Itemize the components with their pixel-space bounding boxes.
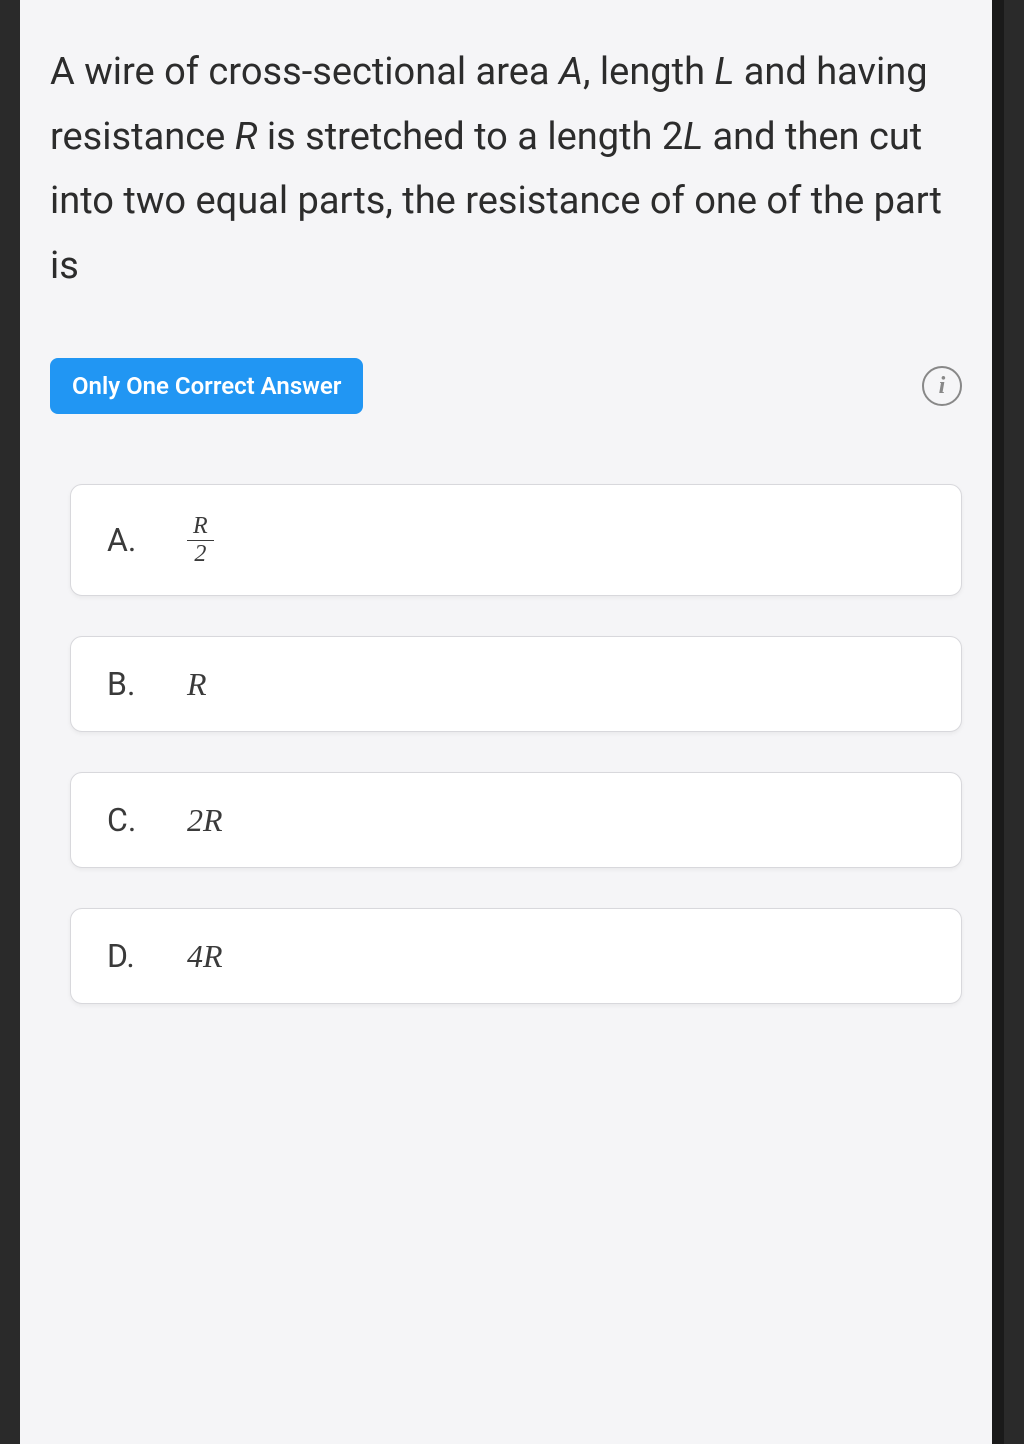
option-d[interactable]: D. 4R bbox=[70, 908, 962, 1004]
option-b[interactable]: B. R bbox=[70, 636, 962, 732]
option-value: R bbox=[187, 666, 207, 703]
option-c[interactable]: C. 2R bbox=[70, 772, 962, 868]
question-text: A wire of cross-sectional area A, length… bbox=[50, 40, 962, 298]
answer-type-badge: Only One Correct Answer bbox=[50, 358, 363, 414]
fraction: R2 bbox=[187, 513, 214, 567]
option-label: A. bbox=[107, 521, 147, 559]
info-icon[interactable]: i bbox=[922, 366, 962, 406]
app-screen: A wire of cross-sectional area A, length… bbox=[20, 0, 1004, 1444]
option-label: B. bbox=[107, 665, 147, 703]
question-text-part: R bbox=[235, 115, 258, 159]
option-value: 2R bbox=[187, 802, 223, 839]
question-text-part: A bbox=[559, 50, 583, 94]
question-text-part: L bbox=[683, 115, 703, 159]
option-label: C. bbox=[107, 801, 147, 839]
option-value: R2 bbox=[187, 513, 214, 567]
option-label: D. bbox=[107, 937, 147, 975]
question-text-part: is stretched to a length 2 bbox=[257, 115, 683, 159]
question-text-part: A wire of cross-sectional area bbox=[50, 50, 559, 94]
option-a[interactable]: A. R2 bbox=[70, 484, 962, 596]
question-text-part: , length bbox=[583, 50, 714, 94]
options-list: A.R2B.RC.2RD.4R bbox=[50, 484, 962, 1004]
badge-row: Only One Correct Answer i bbox=[50, 358, 962, 414]
question-text-part: L bbox=[714, 50, 734, 94]
option-value: 4R bbox=[187, 938, 223, 975]
phone-frame: A wire of cross-sectional area A, length… bbox=[0, 0, 1024, 1444]
fraction-denominator: 2 bbox=[188, 541, 212, 567]
fraction-numerator: R bbox=[187, 513, 214, 540]
